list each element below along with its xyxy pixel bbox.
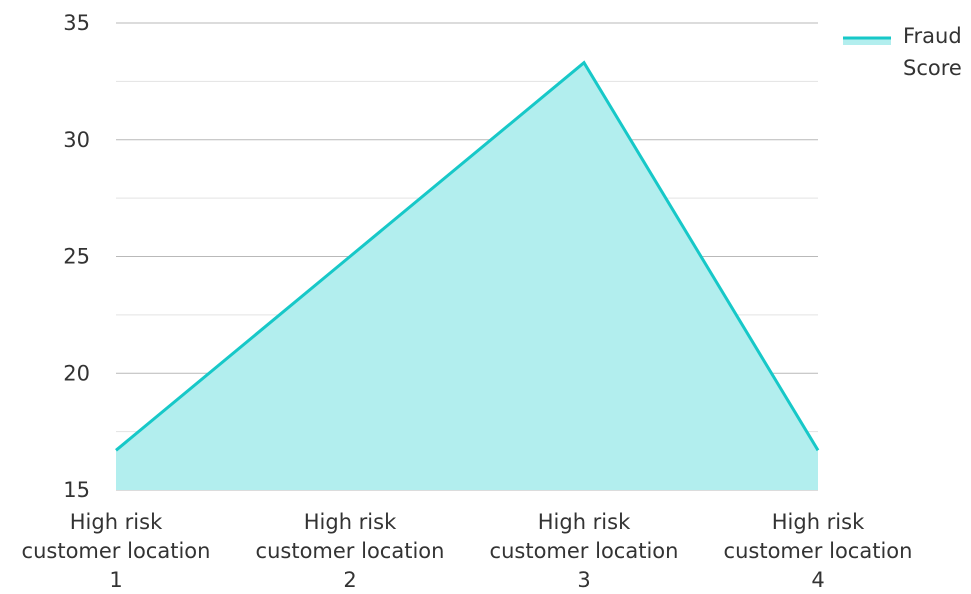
x-tick-label-line: 1 (109, 568, 122, 592)
x-tick-label: High risk customer location 1 (22, 510, 211, 592)
x-tick-label-line: 2 (343, 568, 356, 592)
x-tick-label-line: customer location (490, 539, 679, 563)
legend-label-line: Score (903, 56, 962, 80)
series-line (115, 60, 820, 452)
x-tick-label-line: High risk (772, 510, 865, 534)
y-tick-label: 35 (63, 11, 90, 35)
x-tick-label-line: customer location (256, 539, 445, 563)
x-tick-label: High risk customer location 4 (724, 510, 913, 592)
x-tick-label: High risk customer location 2 (256, 510, 445, 592)
x-tick-label-line: customer location (22, 539, 211, 563)
y-tick-label: 30 (63, 128, 90, 152)
x-tick-label-line: High risk (538, 510, 631, 534)
y-tick-label: 20 (63, 361, 90, 385)
x-tick-label-line: 3 (577, 568, 590, 592)
y-tick-label: 15 (63, 478, 90, 502)
y-tick-label: 25 (63, 245, 90, 269)
x-tick-label: High risk customer location 3 (490, 510, 679, 592)
legend-swatch-fill (843, 38, 891, 45)
legend-label-line: Fraud (903, 24, 962, 48)
legend: Fraud Score (843, 24, 962, 80)
y-axis: 15 20 25 30 35 (63, 11, 90, 502)
x-tick-label-line: High risk (70, 510, 163, 534)
x-axis: High risk customer location 1 High risk cust… (22, 510, 913, 592)
legend-label: Fraud Score (903, 24, 962, 80)
x-tick-label-line: customer location (724, 539, 913, 563)
x-tick-label-line: 4 (811, 568, 824, 592)
x-tick-label-line: High risk (304, 510, 397, 534)
series-area-fill (116, 62, 818, 490)
plot-area (115, 60, 820, 490)
